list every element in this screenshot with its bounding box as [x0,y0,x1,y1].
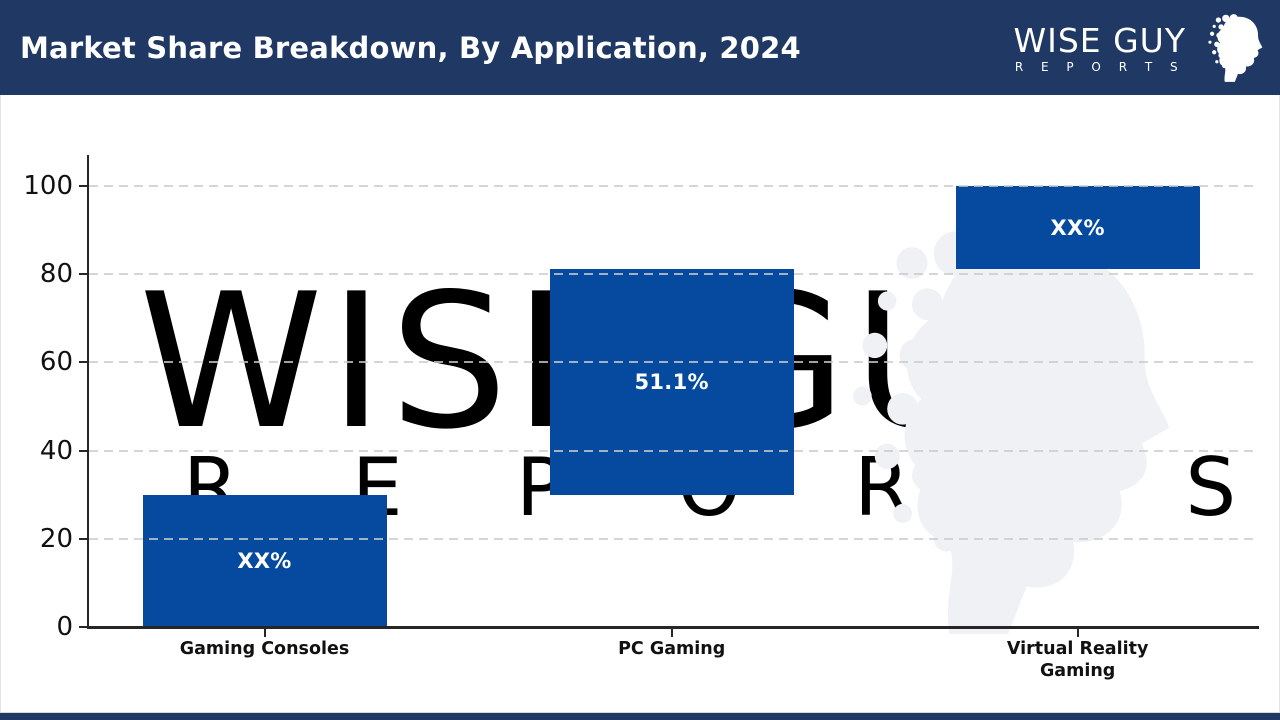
brand-logo-text: WISE GUY R E P O R T S [1013,24,1186,75]
bar-value-label: XX% [1050,215,1105,240]
category-label: Gaming Consoles [179,639,350,659]
y-tick-mark [79,184,87,187]
header-bar: Market Share Breakdown, By Application, … [0,0,1280,95]
bar-value-label: 51.1% [634,369,709,394]
bar: XX% [955,185,1200,270]
x-tick-mark [670,629,673,637]
y-tick-label: 100 [23,170,73,201]
gridline [89,361,1259,364]
brand-subname: R E P O R T S [1014,60,1185,74]
footer-bar [0,713,1280,720]
x-axis-line [87,626,1259,629]
gridline [89,184,1259,187]
gridline [89,273,1259,276]
y-tick-mark [79,273,87,276]
gridline [89,537,1259,540]
x-tick-mark [1076,629,1079,637]
plot-region: 0 20 40 60 80 100 XX% 51.1% XX% [23,155,1259,640]
y-tick-mark [79,537,87,540]
bar-value-label: XX% [237,548,292,573]
y-tick-mark [79,626,87,628]
y-tick-label: 0 [56,612,73,642]
bar: 51.1% [549,269,794,495]
y-tick-label: 40 [39,435,73,466]
x-tick-mark [263,629,266,637]
category-label: PC Gaming [618,639,726,659]
chart-title: Market Share Breakdown, By Application, … [20,30,801,65]
y-tick-label: 60 [39,347,73,378]
y-tick-mark [79,449,87,452]
y-tick-label: 80 [39,259,73,290]
dotted-head-icon [1208,13,1263,82]
brand-logo: WISE GUY R E P O R T S [1013,0,1266,95]
y-tick-label: 20 [39,523,73,554]
chart-area: WISE GUY R E P O R T S 020406080100XX%51… [0,95,1280,713]
bar: XX% [142,494,387,627]
y-axis-line [87,155,89,627]
brand-name: WISE GUY [1013,21,1186,60]
gridline [89,449,1259,452]
category-label: Virtual Reality Gaming [1006,639,1149,681]
y-tick-mark [79,361,87,364]
